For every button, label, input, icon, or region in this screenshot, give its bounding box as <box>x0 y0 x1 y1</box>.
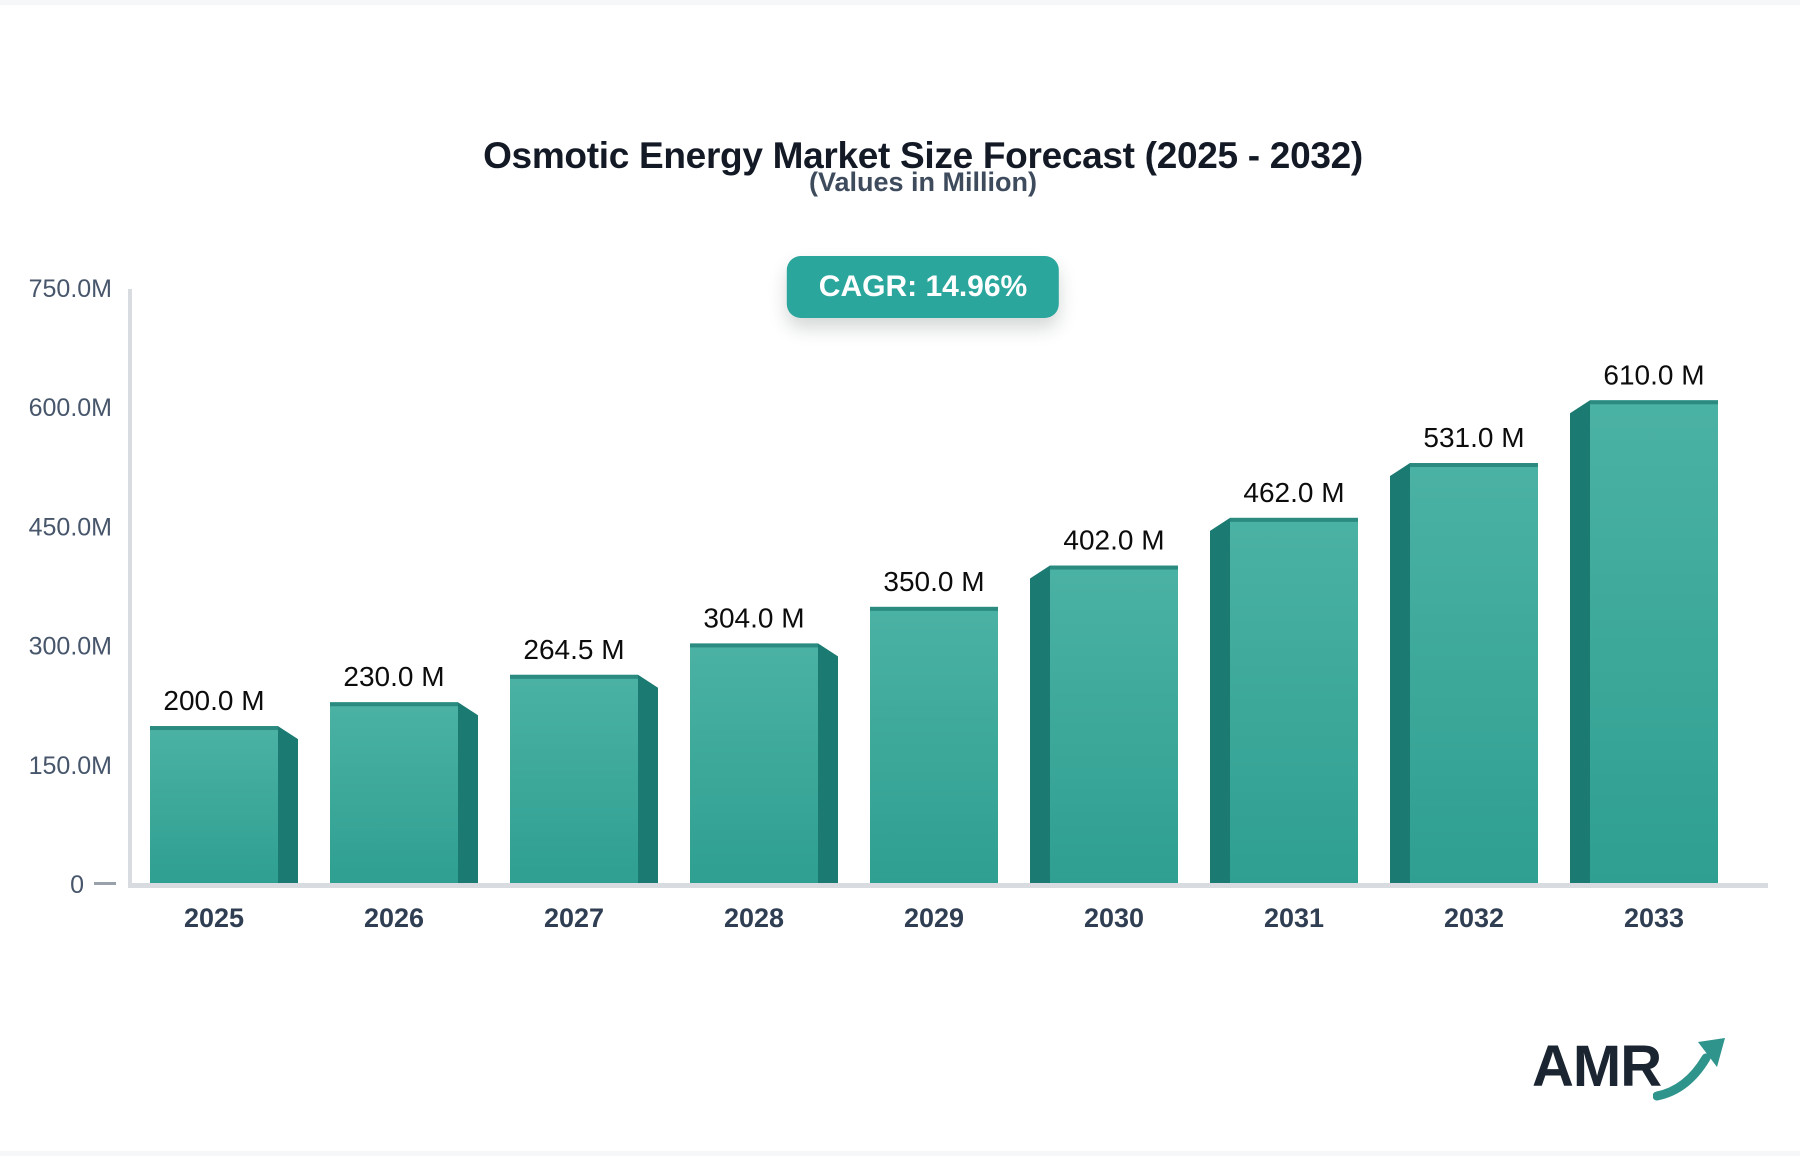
amr-logo-text: AMR <box>1532 1034 1662 1099</box>
y-axis-label: 0 <box>70 871 84 899</box>
bar-top-edge <box>150 726 278 731</box>
bar-value-label: 230.0 M <box>343 661 444 692</box>
bar-top-edge <box>690 643 818 648</box>
bar-top-edge <box>1410 463 1538 468</box>
x-axis-label: 2031 <box>1264 903 1324 933</box>
bar-top-edge <box>870 606 998 611</box>
bar <box>1050 565 1178 885</box>
cagr-badge: CAGR: 14.96% <box>786 256 1060 318</box>
bar-group: 531.0 M 2032 <box>1390 422 1538 933</box>
top-edge-strip <box>0 0 1800 5</box>
x-axis-label: 2029 <box>904 903 964 933</box>
bar <box>150 726 278 885</box>
bar-group: 264.5 M 2027 <box>510 634 658 933</box>
bar-side-face <box>458 702 478 885</box>
bar-value-label: 462.0 M <box>1243 477 1344 508</box>
y-axis-label: 150.0M <box>29 752 112 780</box>
bar <box>870 606 998 885</box>
x-axis-label: 2032 <box>1444 903 1504 933</box>
cagr-badge-label: CAGR: 14.96% <box>818 270 1028 303</box>
bar-side-face <box>278 726 298 885</box>
bar-group: 230.0 M 2026 <box>330 661 478 933</box>
bar-value-label: 264.5 M <box>523 634 624 665</box>
bar-top-edge <box>1590 400 1718 405</box>
bar-side-face <box>1570 400 1590 885</box>
bar-top-edge <box>1050 565 1178 570</box>
y-axis-label: 750.0M <box>29 275 112 303</box>
x-axis-label: 2030 <box>1084 903 1144 933</box>
bar-side-face <box>1030 565 1050 885</box>
bar-group: 304.0 M 2028 <box>690 602 838 933</box>
x-axis-line <box>128 883 1768 888</box>
bar-group: 200.0 M 2025 <box>150 685 298 933</box>
page-title: Osmotic Energy Market Size Forecast (202… <box>483 134 1363 176</box>
y-axis-label: 450.0M <box>29 513 112 541</box>
zero-tick <box>94 882 116 885</box>
bar <box>510 674 638 885</box>
bar-value-label: 304.0 M <box>703 602 804 633</box>
bar-side-face <box>1210 517 1230 885</box>
bar-side-face <box>1390 463 1410 885</box>
bar-value-label: 350.0 M <box>883 566 984 597</box>
x-axis-label: 2028 <box>724 903 784 933</box>
bar-group: 610.0 M 2033 <box>1570 359 1718 933</box>
bar-value-label: 531.0 M <box>1423 422 1524 453</box>
bar <box>1230 517 1358 885</box>
bar-side-face <box>818 643 838 885</box>
bar-value-label: 402.0 M <box>1063 525 1164 556</box>
y-axis-label: 300.0M <box>29 633 112 661</box>
x-axis-label: 2033 <box>1624 903 1684 933</box>
bottom-edge-strip <box>0 1151 1800 1156</box>
x-axis-label: 2026 <box>364 903 424 933</box>
x-axis-label: 2027 <box>544 903 604 933</box>
bar-group: 402.0 M 2030 <box>1030 525 1178 933</box>
x-axis-label: 2025 <box>184 903 244 933</box>
bar <box>1590 400 1718 885</box>
bar <box>1410 463 1538 885</box>
bar-top-edge <box>330 702 458 707</box>
bar-group: 350.0 M 2029 <box>870 566 998 933</box>
bar-group: 462.0 M 2031 <box>1210 477 1358 933</box>
bar <box>690 643 818 885</box>
amr-logo: AMR <box>1532 1038 1727 1102</box>
bar-top-edge <box>1230 517 1358 522</box>
y-axis-label: 600.0M <box>29 394 112 422</box>
bar-value-label: 200.0 M <box>163 685 264 716</box>
page-subtitle: (Values in Million) <box>808 167 1038 197</box>
bar <box>330 702 458 885</box>
bar-value-label: 610.0 M <box>1603 359 1704 390</box>
bar-side-face <box>638 674 658 885</box>
trending-up-arrow-icon <box>1653 1038 1726 1101</box>
bar-top-edge <box>510 674 638 679</box>
y-axis-line <box>128 289 132 888</box>
